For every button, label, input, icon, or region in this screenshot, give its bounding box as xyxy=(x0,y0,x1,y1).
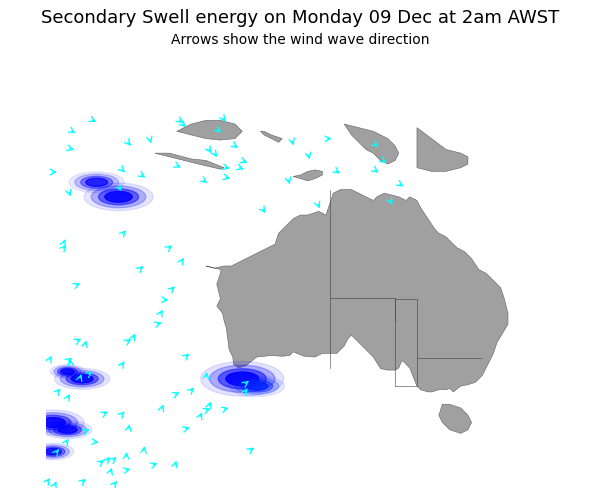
Text: Arrows show the wind wave direction: Arrows show the wind wave direction xyxy=(171,33,430,47)
Ellipse shape xyxy=(229,376,284,396)
Ellipse shape xyxy=(22,410,84,435)
Ellipse shape xyxy=(99,189,139,205)
Polygon shape xyxy=(293,170,322,181)
Polygon shape xyxy=(417,128,468,171)
Ellipse shape xyxy=(235,378,279,394)
Ellipse shape xyxy=(55,368,110,389)
Ellipse shape xyxy=(28,413,78,432)
Ellipse shape xyxy=(32,443,74,460)
Ellipse shape xyxy=(84,183,153,211)
Ellipse shape xyxy=(218,369,266,389)
Ellipse shape xyxy=(35,415,71,430)
Ellipse shape xyxy=(69,172,124,193)
Ellipse shape xyxy=(61,369,75,374)
Ellipse shape xyxy=(66,373,98,385)
Text: Secondary Swell energy on Monday 09 Dec at 2am AWST: Secondary Swell energy on Monday 09 Dec … xyxy=(41,9,560,27)
Ellipse shape xyxy=(226,372,258,386)
Ellipse shape xyxy=(45,448,61,455)
Polygon shape xyxy=(439,404,472,433)
Ellipse shape xyxy=(58,367,78,376)
Ellipse shape xyxy=(60,370,104,387)
Ellipse shape xyxy=(105,191,132,203)
Polygon shape xyxy=(344,124,399,164)
Polygon shape xyxy=(206,189,508,392)
Ellipse shape xyxy=(201,362,284,396)
Ellipse shape xyxy=(41,447,65,456)
Ellipse shape xyxy=(71,375,93,383)
Ellipse shape xyxy=(49,423,87,437)
Ellipse shape xyxy=(54,366,81,377)
Ellipse shape xyxy=(53,425,82,435)
Ellipse shape xyxy=(81,176,113,188)
Ellipse shape xyxy=(37,445,69,458)
Ellipse shape xyxy=(50,365,85,379)
Ellipse shape xyxy=(210,365,275,392)
Ellipse shape xyxy=(91,186,146,208)
Ellipse shape xyxy=(58,426,77,433)
Polygon shape xyxy=(177,121,242,140)
Ellipse shape xyxy=(241,380,273,392)
Ellipse shape xyxy=(86,178,108,186)
Ellipse shape xyxy=(246,382,267,390)
Ellipse shape xyxy=(43,421,92,439)
Ellipse shape xyxy=(41,418,66,427)
Polygon shape xyxy=(155,153,224,169)
Ellipse shape xyxy=(75,174,118,190)
Polygon shape xyxy=(260,131,282,142)
